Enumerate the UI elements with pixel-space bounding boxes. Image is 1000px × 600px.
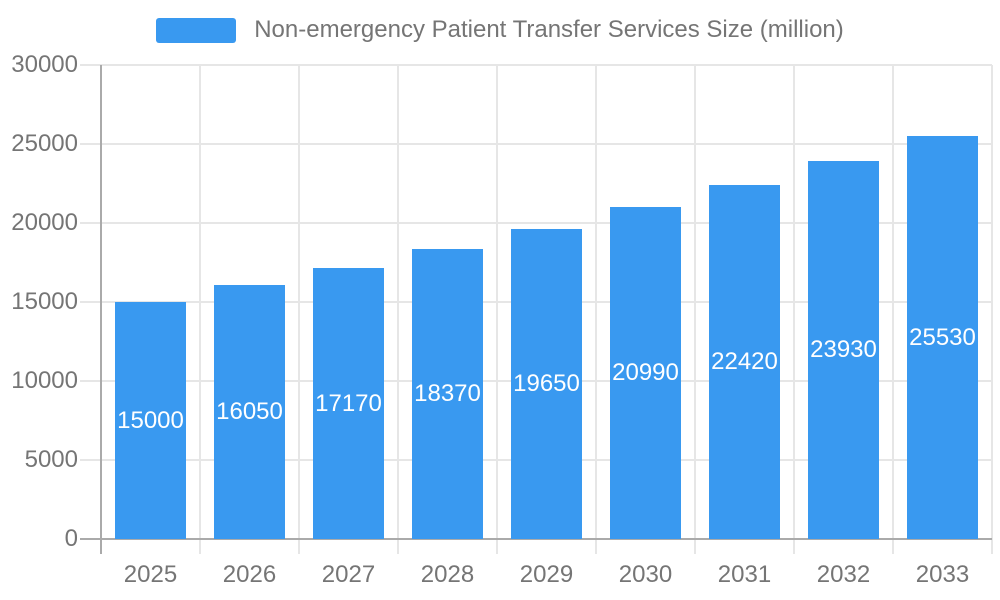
x-axis-tick-label: 2032: [816, 561, 871, 588]
legend[interactable]: Non-emergency Patient Transfer Services …: [0, 16, 1000, 44]
y-gridline: [80, 222, 992, 224]
x-axis-tick-label: 2026: [222, 561, 277, 588]
legend-swatch: [156, 17, 237, 43]
x-axis-tick-label: 2033: [915, 561, 970, 588]
x-gridline: [793, 65, 795, 554]
y-axis-tick-label: 25000: [11, 130, 78, 157]
x-gridline: [298, 65, 300, 554]
x-axis-line: [80, 538, 992, 540]
x-gridline: [199, 65, 201, 554]
bar[interactable]: [808, 161, 879, 539]
y-axis-line: [100, 65, 102, 554]
bar-value-label: 23930: [810, 336, 877, 363]
bar[interactable]: [115, 302, 186, 539]
bar[interactable]: [709, 185, 780, 539]
bar-value-label: 16050: [216, 398, 283, 425]
bar[interactable]: [313, 268, 384, 539]
bar-value-label: 17170: [315, 389, 382, 417]
y-gridline: [80, 143, 992, 145]
y-axis-tick-label: 15000: [11, 288, 78, 315]
x-gridline: [397, 65, 399, 554]
bar-value-label: 19650: [513, 370, 580, 397]
bar-value-label: 20990: [612, 359, 679, 386]
x-axis-tick-label: 2025: [123, 561, 178, 588]
y-axis-tick-label: 20000: [11, 209, 78, 236]
bar-value-label: 22420: [711, 348, 778, 375]
x-gridline: [496, 65, 498, 554]
y-gridline: [80, 64, 992, 66]
x-gridline: [892, 65, 894, 554]
legend-label: Non-emergency Patient Transfer Services …: [254, 16, 844, 43]
bar[interactable]: [610, 207, 681, 539]
bar-value-label: 18370: [414, 380, 481, 407]
bar-value-label: 25530: [909, 323, 976, 351]
y-axis-tick-label: 0: [64, 525, 78, 552]
x-axis-tick-label: 2030: [618, 561, 673, 588]
y-axis-tick-label: 10000: [11, 367, 78, 394]
x-gridline: [991, 65, 993, 554]
x-axis-tick-label: 2027: [321, 561, 376, 588]
bar-value-label: 15000: [117, 406, 184, 434]
x-gridline: [694, 65, 696, 554]
bar[interactable]: [214, 285, 285, 539]
y-axis-tick-label: 30000: [11, 51, 78, 78]
bar[interactable]: [511, 229, 582, 539]
bar[interactable]: [907, 136, 978, 539]
x-gridline: [595, 65, 597, 554]
x-axis-tick-label: 2029: [519, 561, 574, 588]
bar[interactable]: [412, 249, 483, 539]
y-axis-tick-label: 5000: [24, 446, 78, 473]
x-axis-tick-label: 2028: [420, 561, 475, 588]
x-axis-tick-label: 2031: [717, 561, 772, 588]
